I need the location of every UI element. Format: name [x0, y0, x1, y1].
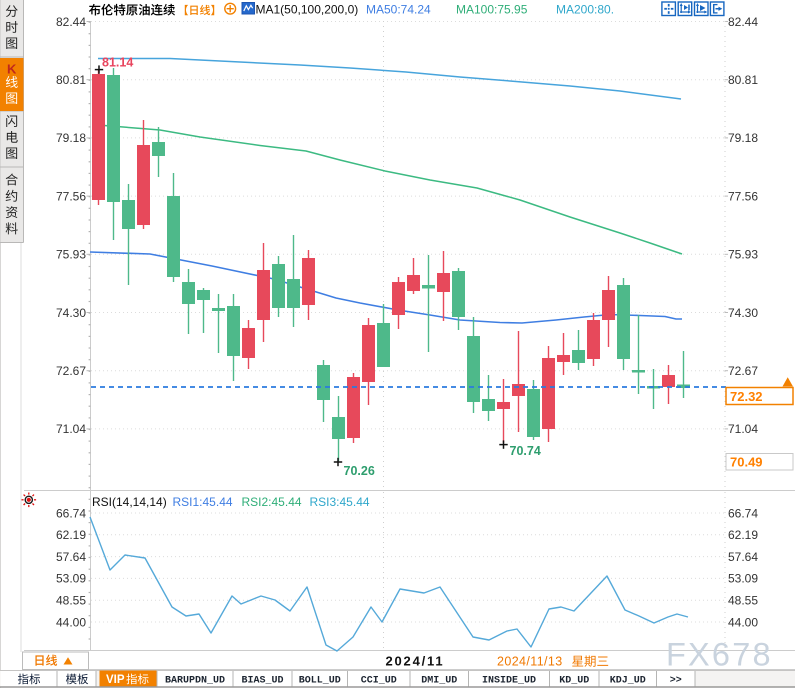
svg-text:72.67: 72.67 — [56, 364, 86, 378]
svg-text:RSI(14,14,14): RSI(14,14,14) — [92, 495, 167, 509]
svg-text:62.19: 62.19 — [728, 528, 758, 542]
svg-text:DMI_UD: DMI_UD — [421, 676, 457, 687]
svg-text:MA50:74.24: MA50:74.24 — [366, 3, 431, 17]
svg-text:53.09: 53.09 — [728, 572, 758, 586]
svg-text:RSI1:45.44: RSI1:45.44 — [173, 495, 233, 509]
svg-text:74.30: 74.30 — [728, 306, 758, 320]
svg-text:80.81: 80.81 — [56, 73, 86, 87]
svg-text:48.55: 48.55 — [56, 594, 86, 608]
svg-text:77.56: 77.56 — [56, 189, 86, 203]
svg-text:K: K — [7, 62, 17, 77]
svg-text:72.32: 72.32 — [730, 389, 763, 404]
svg-text:70.26: 70.26 — [344, 464, 375, 478]
svg-text:MA100:75.95: MA100:75.95 — [456, 3, 528, 17]
svg-text:79.18: 79.18 — [56, 131, 86, 145]
svg-text:70.49: 70.49 — [730, 455, 763, 470]
svg-text:79.18: 79.18 — [728, 131, 758, 145]
svg-text:66.74: 66.74 — [56, 506, 86, 520]
svg-text:72.67: 72.67 — [728, 364, 758, 378]
svg-text:62.19: 62.19 — [56, 528, 86, 542]
svg-text:82.44: 82.44 — [56, 15, 86, 29]
svg-text:INSIDE_UD: INSIDE_UD — [482, 676, 536, 687]
svg-text:44.00: 44.00 — [56, 615, 86, 629]
svg-text:70.74: 70.74 — [510, 444, 541, 458]
svg-text:48.55: 48.55 — [728, 594, 758, 608]
svg-text:RSI2:45.44: RSI2:45.44 — [242, 495, 302, 509]
svg-text:44.00: 44.00 — [728, 615, 758, 629]
svg-text:57.64: 57.64 — [728, 550, 758, 564]
svg-text:RSI3:45.44: RSI3:45.44 — [310, 495, 370, 509]
svg-text:BARUPDN_UD: BARUPDN_UD — [165, 676, 225, 687]
svg-text:81.14: 81.14 — [102, 56, 133, 70]
svg-text:BIAS_UD: BIAS_UD — [241, 676, 283, 687]
svg-text:MA200:80.: MA200:80. — [556, 3, 614, 17]
svg-text:BOLL_UD: BOLL_UD — [299, 676, 341, 687]
svg-text:57.64: 57.64 — [56, 550, 86, 564]
svg-text:KD_UD: KD_UD — [559, 676, 589, 687]
svg-text:75.93: 75.93 — [56, 248, 86, 262]
svg-text:66.74: 66.74 — [728, 506, 758, 520]
svg-text:80.81: 80.81 — [728, 73, 758, 87]
svg-text:KDJ_UD: KDJ_UD — [610, 676, 646, 687]
svg-text:2024/11/13: 2024/11/13 — [497, 655, 563, 669]
svg-text:2024/11: 2024/11 — [386, 654, 445, 669]
svg-text:MA1(50,100,200,0): MA1(50,100,200,0) — [256, 3, 359, 17]
svg-text:VIP: VIP — [106, 674, 125, 686]
svg-text:CCI_UD: CCI_UD — [361, 676, 397, 687]
svg-text:71.04: 71.04 — [56, 422, 86, 436]
svg-text:77.56: 77.56 — [728, 189, 758, 203]
svg-text:53.09: 53.09 — [56, 572, 86, 586]
svg-text:75.93: 75.93 — [728, 248, 758, 262]
svg-text:74.30: 74.30 — [56, 306, 86, 320]
svg-text:FX678: FX678 — [666, 637, 773, 673]
svg-text:71.04: 71.04 — [728, 422, 758, 436]
svg-text:>>: >> — [670, 676, 682, 687]
svg-text:82.44: 82.44 — [728, 15, 758, 29]
